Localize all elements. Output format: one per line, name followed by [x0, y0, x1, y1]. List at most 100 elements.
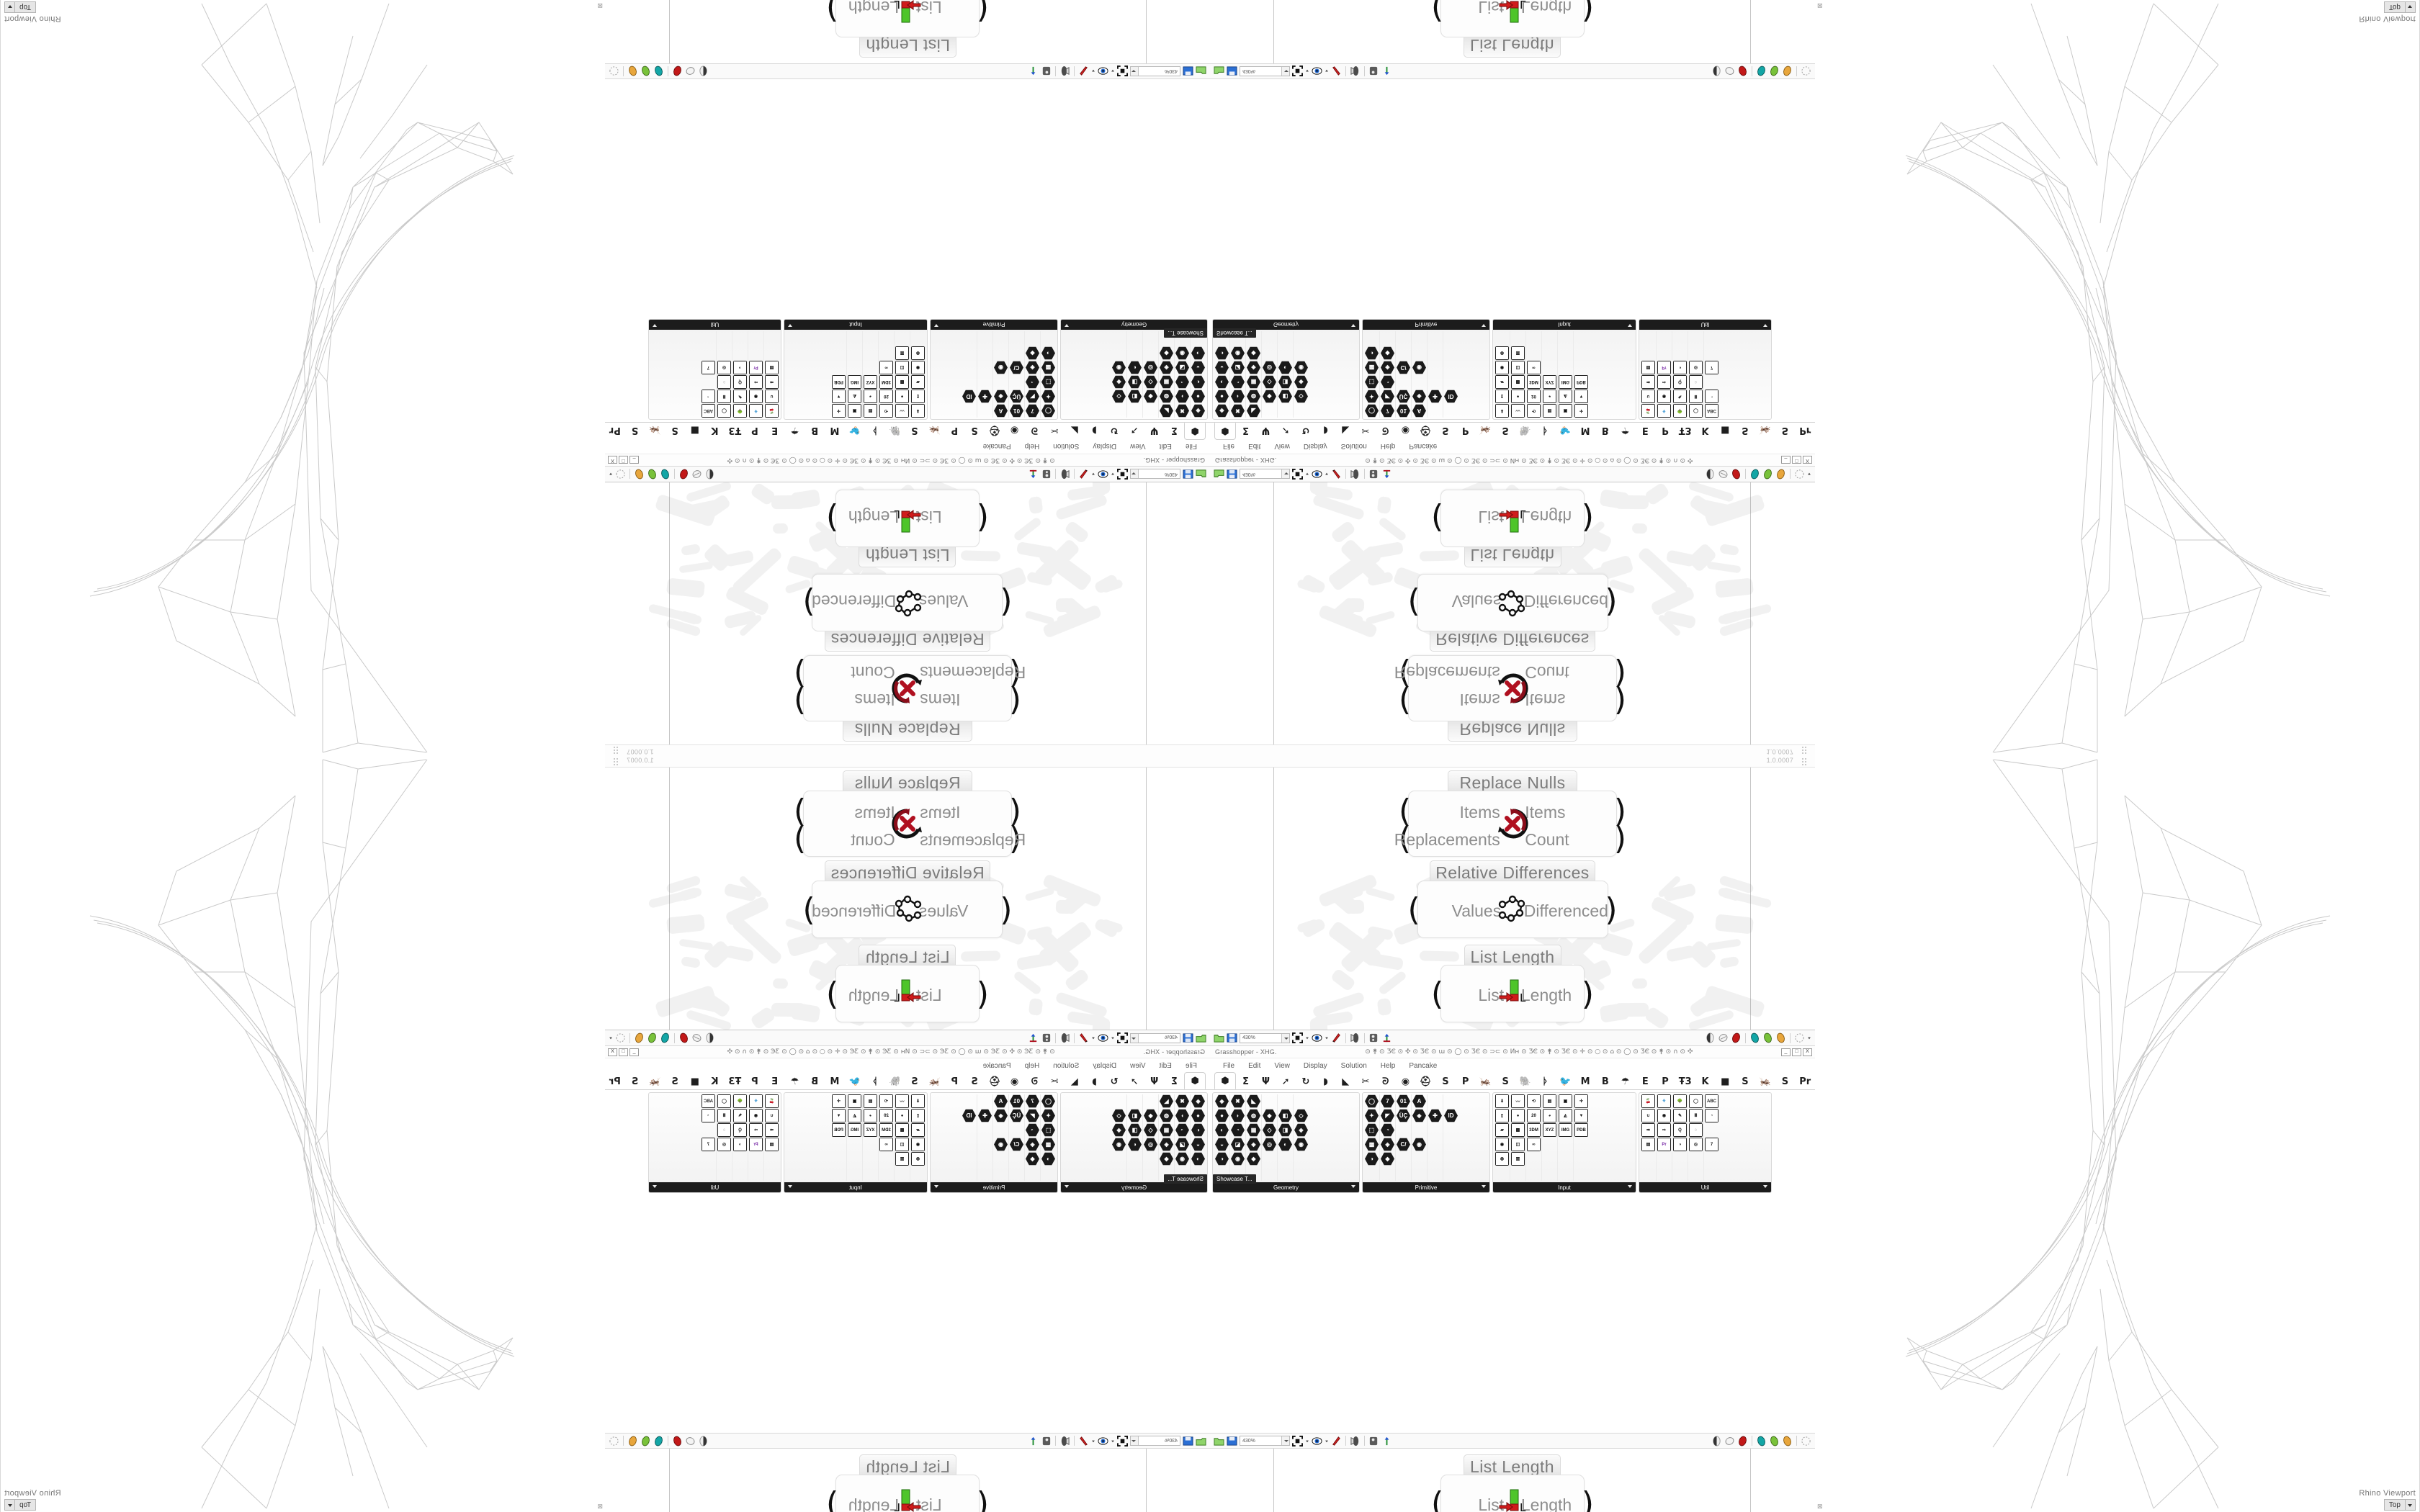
- tab-square-tab[interactable]: ■: [1721, 425, 1730, 436]
- output-port-0[interactable]: ): [1581, 500, 1594, 536]
- tab-curve[interactable]: ↻: [1110, 1076, 1119, 1087]
- component-button-input-0-0[interactable]: ⬇: [1495, 404, 1509, 418]
- component-button-primitive-0-2[interactable]: ⬚: [1041, 1123, 1055, 1137]
- preview-eye-icon[interactable]: [1098, 469, 1108, 480]
- marquee-icon[interactable]: [615, 469, 626, 480]
- close-button[interactable]: X: [608, 456, 617, 464]
- component-button-geometry-0-0[interactable]: ◈: [1191, 1094, 1205, 1108]
- component-button-input-4-1[interactable]: ◭: [848, 390, 861, 403]
- component-button-geometry-1-1[interactable]: ◗: [1231, 1109, 1245, 1122]
- orange-icon-2[interactable]: [1782, 66, 1793, 77]
- menu-item-file[interactable]: File: [1223, 442, 1235, 451]
- menubar[interactable]: File Edit View Display Solution Help Pancake: [1210, 439, 1815, 454]
- component-button-input-2-1[interactable]: 20: [879, 390, 893, 403]
- component-button-geometry-1-2[interactable]: ◔: [1175, 375, 1189, 389]
- preview-dropdown-arrow[interactable]: [1325, 469, 1329, 480]
- zoom-extents-arrow[interactable]: [1111, 1032, 1115, 1043]
- teal-icon[interactable]: [1749, 469, 1760, 480]
- save-file-icon[interactable]: [1183, 469, 1193, 480]
- component-list-length[interactable]: () List Length L: [826, 490, 989, 547]
- tab-m-tab[interactable]: M: [1580, 1076, 1590, 1087]
- window-buttons[interactable]: _ □ X: [1781, 456, 1815, 464]
- paint-icon-2[interactable]: [672, 1436, 683, 1446]
- maximize-button[interactable]: □: [1792, 456, 1801, 464]
- component-button-geometry-1-3[interactable]: ◪: [1175, 361, 1189, 374]
- panel-expand-icon[interactable]: [1763, 324, 1767, 327]
- component-button-geometry-2-3[interactable]: ◈: [1160, 1138, 1173, 1151]
- input-port-0[interactable]: (: [976, 500, 989, 536]
- ribbon-panel-primitive[interactable]: ◯ ✦ ⬚ ▩ ◑ 7 ◤ ◔ ◈ ◆ 01 ÜÇ C/A ◈ ◉ ✚ ID Primitive: [1362, 1092, 1490, 1193]
- tab-curve[interactable]: ↻: [1110, 425, 1119, 436]
- component-button-input-0-1[interactable]: ▯: [911, 1109, 925, 1122]
- component-button-util-0-0[interactable]: 🍒: [765, 1094, 779, 1108]
- menu-item-display[interactable]: Display: [1303, 1061, 1327, 1070]
- tab-t3-tab[interactable]: Ŧ3: [728, 1076, 742, 1087]
- component-button-util-4-0[interactable]: ABC: [702, 1094, 715, 1108]
- component-button-util-4-0[interactable]: ABC: [1705, 404, 1718, 418]
- tab-vector[interactable]: ➚: [1281, 425, 1290, 436]
- component-button-geometry-2-2[interactable]: ▦: [1160, 1123, 1173, 1137]
- tab-display[interactable]: ◉: [1401, 1076, 1410, 1087]
- viewport-close-icon[interactable]: ⊠: [597, 2, 603, 9]
- component-button-primitive-1-3[interactable]: ◈: [1381, 361, 1394, 374]
- component-button-util-0-2[interactable]: ➡: [765, 1123, 779, 1137]
- component-button-primitive-0-1[interactable]: ✦: [1365, 390, 1379, 403]
- sketch-icon-2[interactable]: [1724, 66, 1735, 77]
- tab-s-tab-3[interactable]: S: [1742, 1076, 1749, 1087]
- component-button-input-0-1[interactable]: ▯: [911, 390, 925, 403]
- component-button-geometry-0-0[interactable]: ◈: [1215, 404, 1229, 418]
- component-button-input-5-2[interactable]: PDB: [1574, 375, 1588, 389]
- output-port-0[interactable]: ): [826, 0, 839, 27]
- teal-icon-2[interactable]: [653, 1436, 664, 1446]
- tab-s-tab-2[interactable]: S: [911, 1076, 918, 1087]
- tab-lunchbox[interactable]: ᚦ: [1542, 425, 1549, 436]
- component-button-util-0-3[interactable]: ▤: [1641, 361, 1655, 374]
- ribbon-panel-geometry[interactable]: ◈ ● ◐ ◒ ◑ ✖ ◗ ◔ ◪ ◉ ◣ ◍ ▦ ◈ ◆ ◆ ◇ ◎ ◧ ◨ ◐ ◇ ◈ ◉ Geometry: [1212, 1092, 1360, 1193]
- tab-hopper-tab[interactable]: 🦗: [1759, 425, 1771, 436]
- component-button-input-2-0[interactable]: ⟲: [1527, 404, 1541, 418]
- viewport-view-select[interactable]: Top: [2383, 1, 2416, 13]
- input-port-0[interactable]: (: [1000, 584, 1013, 621]
- tab-intersect[interactable]: ✂: [1361, 425, 1370, 436]
- component-button-input-2-3[interactable]: ∞: [879, 361, 893, 374]
- component-button-input-2-1[interactable]: 20: [879, 1109, 893, 1122]
- component-button-primitive-2-0[interactable]: 01: [1397, 1094, 1410, 1108]
- tab-maths[interactable]: Σ: [1170, 1076, 1178, 1087]
- component-button-input-5-2[interactable]: PDB: [832, 375, 846, 389]
- teal-icon[interactable]: [660, 1032, 671, 1043]
- preview-eye-icon-2[interactable]: [1098, 66, 1108, 77]
- component-button-input-0-4[interactable]: ◍: [911, 1152, 925, 1166]
- component-button-input-2-2[interactable]: 3DM: [879, 1123, 893, 1137]
- tab-kangaroo[interactable]: ⛑: [988, 425, 1001, 436]
- component-button-input-1-4[interactable]: ▥: [895, 346, 909, 360]
- component-button-primitive-4-1[interactable]: ✚: [978, 1109, 992, 1122]
- marquee-icon[interactable]: [615, 1032, 626, 1043]
- zoom-level-input[interactable]: 430%: [1240, 1032, 1290, 1043]
- preview-dropdown-arrow[interactable]: [1091, 469, 1095, 480]
- component-button-primitive-3-0[interactable]: A: [1412, 404, 1426, 418]
- tab-grasshopper-tab[interactable]: 🦗: [928, 425, 941, 436]
- component-button-geometry-1-1[interactable]: ◗: [1175, 1109, 1189, 1122]
- component-button-input-0-3[interactable]: ◉: [911, 1138, 925, 1151]
- component-button-util-3-3[interactable]: ◎: [717, 361, 731, 374]
- component-button-geometry-2-0[interactable]: ◣: [1247, 404, 1260, 418]
- component-button-input-5-1[interactable]: ▼: [1574, 390, 1588, 403]
- component-button-primitive-0-3[interactable]: ▩: [1041, 1138, 1055, 1151]
- tab-vector[interactable]: ➚: [1130, 1076, 1139, 1087]
- profiler-icon-2[interactable]: [698, 1435, 709, 1446]
- tab-hopper-tab[interactable]: 🦗: [649, 1076, 661, 1087]
- zoom-extents-arrow[interactable]: [1111, 469, 1115, 480]
- tab-m-tab[interactable]: M: [830, 425, 840, 436]
- teal-icon[interactable]: [1749, 1032, 1760, 1043]
- chevron-down-icon[interactable]: [2405, 1500, 2415, 1510]
- zoom-level-input-2[interactable]: 430%: [1240, 1436, 1290, 1446]
- tab-surface[interactable]: ◗: [1092, 1076, 1097, 1087]
- component-button-util-4-1[interactable]: ◔: [1705, 1109, 1718, 1122]
- tab-b-tab[interactable]: B: [811, 425, 819, 436]
- category-tabs[interactable]: ⬢ Σ Ψ ➚ ↻ ◗ ◣ ✂ ᘒ ◉ ⛑ S P 🦗 S 🐘 ᚦ 🐦 M B ☂ E P Ŧ3 K ■ S 🦗 S Pr: [605, 422, 1210, 440]
- draw-icon[interactable]: [1331, 469, 1342, 480]
- panel-expand-icon[interactable]: [788, 1185, 792, 1188]
- component-button-input-1-2[interactable]: ▩: [1511, 375, 1525, 389]
- tab-bird[interactable]: 🐦: [1559, 425, 1572, 436]
- save-file-icon-2[interactable]: [1227, 66, 1237, 77]
